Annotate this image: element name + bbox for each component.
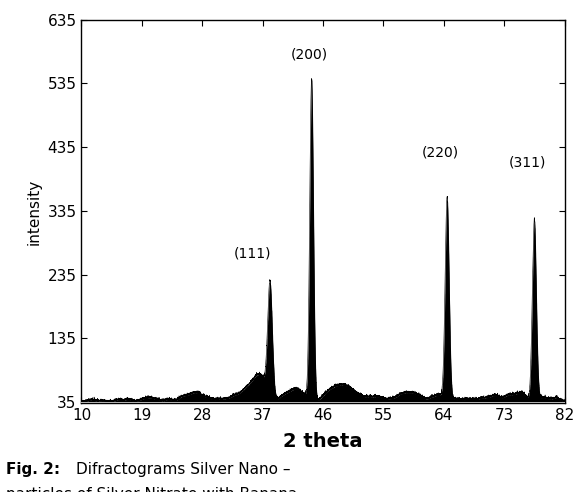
Text: Difractograms Silver Nano –: Difractograms Silver Nano – [76,462,290,477]
Text: Fig. 2:: Fig. 2: [6,462,60,477]
Text: (111): (111) [234,246,271,260]
Y-axis label: intensity: intensity [27,179,42,245]
X-axis label: 2 theta: 2 theta [283,431,363,451]
Text: (311): (311) [509,155,546,169]
Text: (200): (200) [291,47,328,61]
Text: (220): (220) [422,146,459,160]
Text: particles of Silver Nitrate with Banana: particles of Silver Nitrate with Banana [6,487,297,492]
